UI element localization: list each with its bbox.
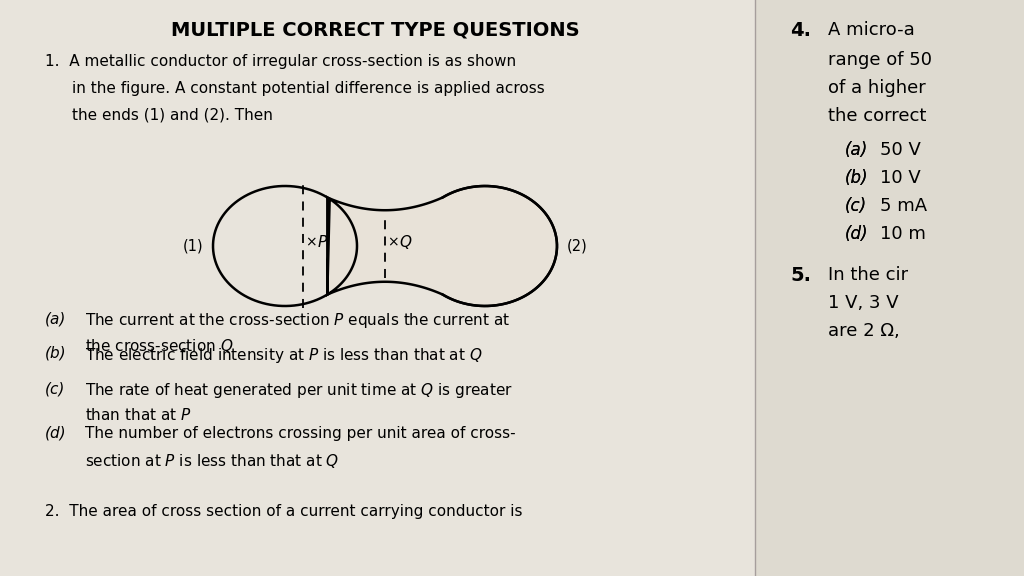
Text: of a higher: of a higher bbox=[828, 79, 926, 97]
Text: (d): (d) bbox=[45, 426, 67, 441]
Text: (1): (1) bbox=[182, 238, 203, 253]
Text: ×: × bbox=[387, 235, 398, 249]
Text: MULTIPLE CORRECT TYPE QUESTIONS: MULTIPLE CORRECT TYPE QUESTIONS bbox=[171, 21, 580, 40]
Text: 1.  A metallic conductor of irregular cross-section is as shown: 1. A metallic conductor of irregular cro… bbox=[45, 54, 516, 69]
Text: (b): (b) bbox=[845, 169, 868, 187]
Text: section at $P$ is less than that at $Q$: section at $P$ is less than that at $Q$ bbox=[85, 452, 339, 470]
Text: In the cir: In the cir bbox=[828, 266, 908, 284]
Text: range of 50: range of 50 bbox=[828, 51, 932, 69]
Text: 4.: 4. bbox=[790, 21, 811, 40]
FancyBboxPatch shape bbox=[755, 0, 1024, 576]
Text: the ends (1) and (2). Then: the ends (1) and (2). Then bbox=[72, 108, 272, 123]
Text: The current at the cross-section $P$ equals the current at: The current at the cross-section $P$ equ… bbox=[85, 311, 510, 330]
Text: The number of electrons crossing per unit area of cross-: The number of electrons crossing per uni… bbox=[85, 426, 516, 441]
Text: 10 V: 10 V bbox=[880, 169, 921, 187]
Text: 5.: 5. bbox=[790, 266, 811, 285]
Text: (d): (d) bbox=[845, 225, 868, 243]
Text: (a): (a) bbox=[845, 141, 868, 159]
Text: in the figure. A constant potential difference is applied across: in the figure. A constant potential diff… bbox=[72, 81, 545, 96]
Text: the correct: the correct bbox=[828, 107, 927, 125]
Text: 5 mA: 5 mA bbox=[880, 197, 927, 215]
Text: The rate of heat generated per unit time at $Q$ is greater: The rate of heat generated per unit time… bbox=[85, 381, 513, 400]
Text: are 2 Ω,: are 2 Ω, bbox=[828, 322, 900, 340]
Text: (c): (c) bbox=[845, 197, 867, 215]
Text: $Q$: $Q$ bbox=[399, 233, 413, 251]
Text: (c): (c) bbox=[845, 197, 867, 215]
Text: A micro-a: A micro-a bbox=[828, 21, 914, 39]
Text: (b): (b) bbox=[45, 346, 67, 361]
Text: 10 m: 10 m bbox=[880, 225, 926, 243]
Text: ×: × bbox=[305, 235, 316, 249]
Text: The electric field intensity at $P$ is less than that at $Q$: The electric field intensity at $P$ is l… bbox=[85, 346, 482, 365]
FancyBboxPatch shape bbox=[0, 0, 755, 576]
Text: 1 V, 3 V: 1 V, 3 V bbox=[828, 294, 899, 312]
Text: than that at $P$: than that at $P$ bbox=[85, 407, 191, 423]
Text: 2.  The area of cross section of a current carrying conductor is: 2. The area of cross section of a curren… bbox=[45, 504, 522, 519]
Text: (b): (b) bbox=[845, 169, 868, 187]
Text: (2): (2) bbox=[567, 238, 588, 253]
Text: the cross-section $Q$: the cross-section $Q$ bbox=[85, 337, 233, 355]
Polygon shape bbox=[328, 186, 557, 306]
Text: 50 V: 50 V bbox=[880, 141, 921, 159]
Text: (a): (a) bbox=[45, 311, 67, 326]
Text: (d): (d) bbox=[845, 225, 868, 243]
Text: $P$: $P$ bbox=[317, 234, 328, 250]
Text: (a): (a) bbox=[845, 141, 868, 159]
Text: (c): (c) bbox=[45, 381, 66, 396]
